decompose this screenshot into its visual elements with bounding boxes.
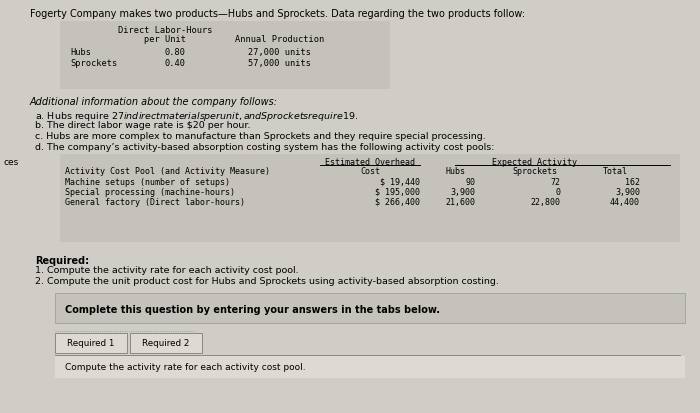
Text: Annual Production: Annual Production (235, 35, 325, 44)
Text: 90: 90 (465, 178, 475, 187)
Text: Machine setups (number of setups): Machine setups (number of setups) (65, 178, 230, 187)
Text: 0.80: 0.80 (164, 48, 186, 57)
Text: a. Hubs require $27 in direct materials per unit, and Sprockets require $19.: a. Hubs require $27 in direct materials … (35, 110, 358, 123)
Text: Compute the activity rate for each activity cost pool.: Compute the activity rate for each activ… (65, 363, 306, 372)
Text: ces: ces (3, 158, 18, 166)
Text: 1. Compute the activity rate for each activity cost pool.: 1. Compute the activity rate for each ac… (35, 266, 299, 274)
Text: $ 195,000: $ 195,000 (375, 188, 420, 197)
Text: $ 266,400: $ 266,400 (375, 197, 420, 206)
Text: Complete this question by entering your answers in the tabs below.: Complete this question by entering your … (65, 304, 440, 314)
Text: Sprockets: Sprockets (70, 59, 118, 68)
Text: 2. Compute the unit product cost for Hubs and Sprockets using activity-based abs: 2. Compute the unit product cost for Hub… (35, 276, 499, 285)
FancyBboxPatch shape (60, 154, 680, 242)
Text: 22,800: 22,800 (530, 197, 560, 206)
Text: Activity Cost Pool (and Activity Measure): Activity Cost Pool (and Activity Measure… (65, 166, 270, 176)
Text: 0: 0 (555, 188, 560, 197)
Text: Sprockets: Sprockets (512, 166, 557, 176)
Text: 0.40: 0.40 (164, 59, 186, 68)
Text: d. The company’s activity-based absorption costing system has the following acti: d. The company’s activity-based absorpti… (35, 142, 494, 152)
Text: 3,900: 3,900 (450, 188, 475, 197)
Text: Cost: Cost (360, 166, 380, 176)
Text: Total: Total (603, 166, 627, 176)
Text: General factory (Direct labor-hours): General factory (Direct labor-hours) (65, 197, 245, 206)
Text: 44,400: 44,400 (610, 197, 640, 206)
Text: Hubs: Hubs (445, 166, 465, 176)
Text: 57,000 units: 57,000 units (248, 59, 312, 68)
Text: Estimated Overhead: Estimated Overhead (325, 158, 415, 166)
Text: c. Hubs are more complex to manufacture than Sprockets and they require special : c. Hubs are more complex to manufacture … (35, 132, 486, 141)
Text: Fogerty Company makes two products—Hubs and Sprockets. Data regarding the two pr: Fogerty Company makes two products—Hubs … (30, 9, 525, 19)
Text: 27,000 units: 27,000 units (248, 48, 312, 57)
Text: Additional information about the company follows:: Additional information about the company… (30, 97, 278, 107)
Text: Special processing (machine-hours): Special processing (machine-hours) (65, 188, 235, 197)
Text: b. The direct labor wage rate is $20 per hour.: b. The direct labor wage rate is $20 per… (35, 121, 251, 130)
Text: 21,600: 21,600 (445, 197, 475, 206)
Text: per Unit: per Unit (144, 35, 186, 44)
FancyBboxPatch shape (55, 356, 685, 378)
Text: Direct Labor-Hours: Direct Labor-Hours (118, 26, 212, 35)
FancyBboxPatch shape (55, 293, 685, 323)
Text: Required 1: Required 1 (67, 339, 115, 348)
FancyBboxPatch shape (130, 333, 202, 353)
FancyBboxPatch shape (55, 333, 127, 353)
Text: Hubs: Hubs (70, 48, 91, 57)
Text: Required 2: Required 2 (142, 339, 190, 348)
Text: Required:: Required: (35, 255, 89, 266)
Text: 162: 162 (625, 178, 640, 187)
Text: 3,900: 3,900 (615, 188, 640, 197)
FancyBboxPatch shape (60, 22, 390, 90)
Text: 72: 72 (550, 178, 560, 187)
Text: $ 19,440: $ 19,440 (380, 178, 420, 187)
Text: Expected Activity: Expected Activity (493, 158, 578, 166)
